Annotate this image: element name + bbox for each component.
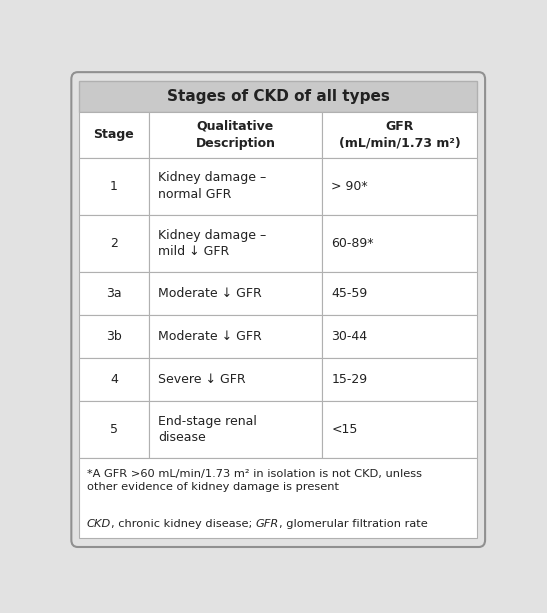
Bar (149, 401, 322, 459)
Text: 45-59: 45-59 (331, 287, 368, 300)
Bar (79, 81, 478, 112)
Text: Kidney damage –
normal GFR: Kidney damage – normal GFR (158, 172, 266, 201)
Bar (322, 112, 478, 158)
Text: GFR: GFR (256, 519, 279, 529)
Bar (79, 158, 149, 215)
Bar (79, 215, 149, 272)
Bar (149, 215, 322, 272)
Bar (79, 358, 149, 401)
Bar (149, 358, 322, 401)
Text: <15: <15 (331, 423, 358, 436)
Text: Moderate ↓ GFR: Moderate ↓ GFR (158, 287, 262, 300)
Bar (79, 315, 149, 358)
Text: 1: 1 (110, 180, 118, 192)
Text: Qualitative
Description: Qualitative Description (195, 120, 275, 150)
Text: > 90*: > 90* (331, 180, 368, 192)
Text: 30-44: 30-44 (331, 330, 368, 343)
Text: CKD: CKD (86, 519, 111, 529)
Bar (149, 158, 322, 215)
Text: , glomerular filtration rate: , glomerular filtration rate (279, 519, 428, 529)
Text: 2: 2 (110, 237, 118, 250)
FancyBboxPatch shape (71, 72, 485, 547)
Text: 4: 4 (110, 373, 118, 386)
Text: GFR
(mL/min/1.73 m²): GFR (mL/min/1.73 m²) (339, 120, 461, 150)
Text: End-stage renal
disease: End-stage renal disease (158, 415, 257, 444)
Text: , chronic kidney disease;: , chronic kidney disease; (111, 519, 256, 529)
Bar (79, 112, 149, 158)
Text: *A GFR >60 mL/min/1.73 m² in isolation is not CKD, unless
other evidence of kidn: *A GFR >60 mL/min/1.73 m² in isolation i… (86, 469, 422, 492)
Text: 60-89*: 60-89* (331, 237, 374, 250)
Text: 3b: 3b (106, 330, 122, 343)
Bar (322, 358, 478, 401)
Bar (79, 401, 149, 459)
Bar (322, 315, 478, 358)
Bar (322, 215, 478, 272)
Text: Kidney damage –
mild ↓ GFR: Kidney damage – mild ↓ GFR (158, 229, 266, 258)
Bar (322, 272, 478, 315)
Bar (149, 272, 322, 315)
Text: Severe ↓ GFR: Severe ↓ GFR (158, 373, 246, 386)
Bar (79, 459, 478, 538)
Bar (322, 401, 478, 459)
Bar (149, 112, 322, 158)
Text: Moderate ↓ GFR: Moderate ↓ GFR (158, 330, 262, 343)
Text: Stages of CKD of all types: Stages of CKD of all types (167, 89, 389, 104)
Text: 3a: 3a (106, 287, 121, 300)
Text: Stage: Stage (94, 128, 134, 141)
Bar (322, 158, 478, 215)
Bar (149, 315, 322, 358)
Text: 5: 5 (110, 423, 118, 436)
Bar (79, 272, 149, 315)
Text: 15-29: 15-29 (331, 373, 368, 386)
